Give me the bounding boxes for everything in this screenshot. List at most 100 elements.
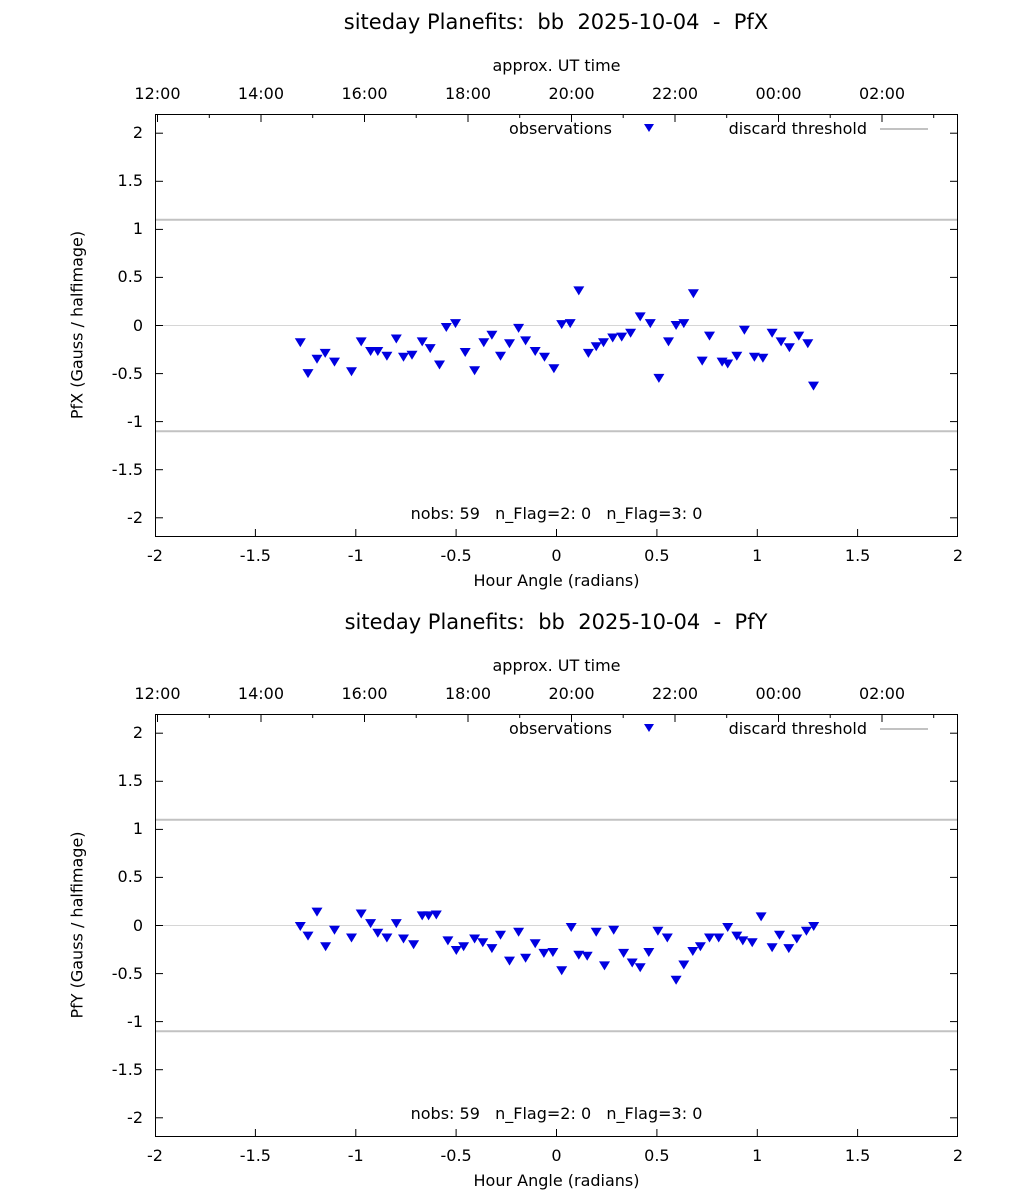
data-point: [678, 960, 690, 970]
chart-title: siteday Planefits: bb 2025-10-04 - PfX: [343, 10, 769, 34]
data-point: [513, 927, 525, 937]
data-point: [722, 359, 734, 369]
data-point: [616, 332, 628, 342]
data-point: [670, 321, 682, 330]
data-point: [581, 951, 593, 961]
data-point: [783, 944, 795, 954]
data-point: [722, 923, 734, 932]
x-tick-label: 0: [551, 1146, 562, 1165]
data-point: [458, 942, 470, 952]
data-point: [564, 319, 576, 329]
y-tick-label: 1.5: [117, 771, 143, 791]
data-point: [365, 919, 377, 929]
data-point: [408, 940, 420, 950]
data-point: [661, 933, 673, 943]
data-point: [538, 948, 550, 958]
data-point: [440, 323, 452, 332]
data-point: [687, 289, 699, 299]
data-point: [757, 353, 769, 363]
data-point: [766, 328, 778, 338]
data-point: [791, 934, 803, 944]
data-point: [556, 966, 568, 976]
pfy-chart: siteday Planefits: bb 2025-10-04 - PfY a…: [0, 600, 1024, 1200]
data-point: [529, 347, 541, 356]
data-point: [398, 934, 409, 944]
data-point: [590, 342, 602, 352]
data-point: [625, 328, 637, 338]
data-point: [766, 943, 778, 953]
x-axis-title: Hour Angle (radians): [473, 571, 640, 590]
data-point: [398, 352, 409, 362]
data-point: [442, 936, 454, 946]
legend-threshold-label: discard threshold: [728, 119, 867, 138]
data-point: [713, 933, 725, 943]
top-axis-tick-label: 16:00: [341, 84, 388, 103]
data-point: [416, 337, 428, 347]
triangle-down-marker-icon: [644, 724, 654, 732]
data-point: [748, 352, 760, 362]
x-tick-label: -0.5: [440, 546, 472, 565]
data-point: [381, 351, 393, 361]
data-point: [746, 938, 758, 948]
data-point: [406, 350, 418, 360]
data-point: [294, 338, 306, 348]
data-point: [590, 927, 602, 937]
data-point: [696, 356, 708, 366]
y-tick-label: 1.5: [117, 171, 143, 191]
data-point: [704, 331, 715, 341]
x-tick-label: 1: [752, 546, 763, 565]
data-point: [694, 942, 706, 952]
data-point: [311, 907, 323, 917]
data-point: [459, 348, 471, 357]
top-axis-tick-label: 12:00: [134, 84, 181, 103]
x-tick-label: 1: [752, 1146, 763, 1165]
data-point: [390, 334, 402, 344]
top-axis-tick-label: 16:00: [341, 684, 388, 703]
data-point: [319, 348, 331, 358]
data-point: [504, 339, 515, 349]
data-point: [450, 946, 462, 955]
top-axis-tick-label: 12:00: [134, 684, 181, 703]
threshold-line-sample: [880, 728, 928, 730]
data-point: [565, 923, 577, 932]
data-point: [486, 330, 498, 340]
data-point: [346, 367, 357, 377]
top-axis-tick-label: 00:00: [755, 684, 802, 703]
y-tick-label: 2: [132, 123, 143, 143]
data-point: [556, 320, 568, 330]
data-point: [731, 931, 743, 941]
data-point: [670, 975, 682, 985]
top-axis-tick-label: 14:00: [237, 84, 285, 103]
data-point: [618, 948, 630, 958]
data-point: [731, 351, 743, 361]
data-point: [653, 373, 665, 383]
data-point: [486, 944, 498, 954]
top-axis-tick-label: 22:00: [651, 84, 699, 103]
top-axis-tick-label: 00:00: [755, 84, 802, 103]
data-point: [372, 347, 384, 356]
data-point: [548, 364, 560, 374]
data-point: [802, 339, 814, 349]
top-axis-tick-label: 18:00: [444, 684, 492, 703]
y-tick-label: -1.5: [111, 459, 143, 479]
data-point: [626, 958, 638, 968]
data-point: [652, 926, 664, 936]
legend-threshold-label: discard threshold: [728, 719, 867, 738]
data-point: [783, 343, 795, 353]
data-point: [320, 942, 332, 952]
data-point: [495, 351, 506, 361]
data-point: [311, 354, 323, 364]
data-point: [634, 312, 646, 322]
x-tick-label: -2: [147, 1146, 163, 1165]
x-tick-label: -1: [347, 546, 364, 565]
x-tick-label: 1.5: [844, 546, 871, 565]
top-axis-tick-label: 22:00: [651, 684, 699, 703]
top-axis-title: approx. UT time: [492, 656, 621, 675]
data-point: [704, 933, 715, 943]
stats-text: nobs: 59 n_Flag=2: 0 n_Flag=3: 0: [410, 1104, 703, 1123]
top-axis-tick-label: 20:00: [548, 84, 595, 103]
y-tick-label: -2: [127, 1107, 143, 1127]
data-point: [434, 360, 445, 370]
data-point: [329, 357, 340, 367]
chart-title: siteday Planefits: bb 2025-10-04 - PfY: [344, 610, 768, 634]
